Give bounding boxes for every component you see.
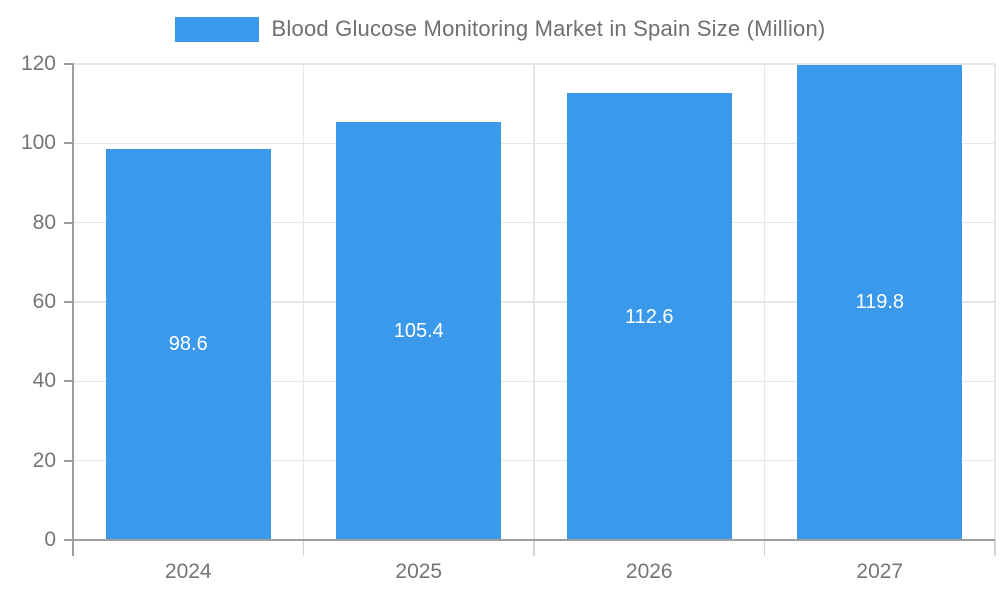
x-tick-label: 2025 xyxy=(395,560,443,583)
y-axis-tick xyxy=(64,459,73,462)
y-axis-line xyxy=(72,63,74,556)
x-axis-line xyxy=(64,539,995,541)
x-axis-boundary-tick xyxy=(302,540,305,556)
x-gridline xyxy=(533,64,535,540)
y-tick-label: 20 xyxy=(32,448,56,472)
y-tick-label: 40 xyxy=(32,369,56,393)
bar-value-label: 119.8 xyxy=(855,291,905,314)
x-gridline xyxy=(994,64,996,540)
bar-value-label: 98.6 xyxy=(168,333,208,356)
x-tick-label: 2027 xyxy=(856,560,904,583)
bar-2024 xyxy=(105,148,271,540)
y-axis-tick xyxy=(64,142,73,145)
bar-value-label: 105.4 xyxy=(393,319,444,342)
y-tick-label: 0 xyxy=(44,528,56,551)
x-axis-boundary-tick xyxy=(994,540,996,556)
y-tick-label: 60 xyxy=(32,290,56,313)
x-axis-boundary-tick xyxy=(533,540,535,556)
y-axis-tick xyxy=(64,63,73,65)
legend: Blood Glucose Monitoring Market in Spain… xyxy=(0,16,1000,42)
chart-title: Blood Glucose Monitoring Market in Spain… xyxy=(271,16,826,41)
y-axis-tick xyxy=(64,301,73,303)
y-tick-label: 80 xyxy=(32,210,56,234)
bar-2026 xyxy=(566,93,732,540)
y-tick-label: 100 xyxy=(20,131,56,155)
legend-swatch xyxy=(174,16,259,42)
x-tick-label: 2024 xyxy=(164,560,212,583)
bar-2027 xyxy=(797,64,963,540)
y-axis-tick xyxy=(64,380,73,383)
bar-value-label: 112.6 xyxy=(624,305,674,328)
y-axis-tick xyxy=(64,221,73,224)
x-gridline xyxy=(302,64,305,540)
x-axis-boundary-tick xyxy=(763,540,766,556)
y-tick-label: 120 xyxy=(20,52,56,75)
x-tick-label: 2026 xyxy=(625,560,673,583)
bar-2025 xyxy=(336,121,502,540)
x-gridline xyxy=(763,64,766,540)
